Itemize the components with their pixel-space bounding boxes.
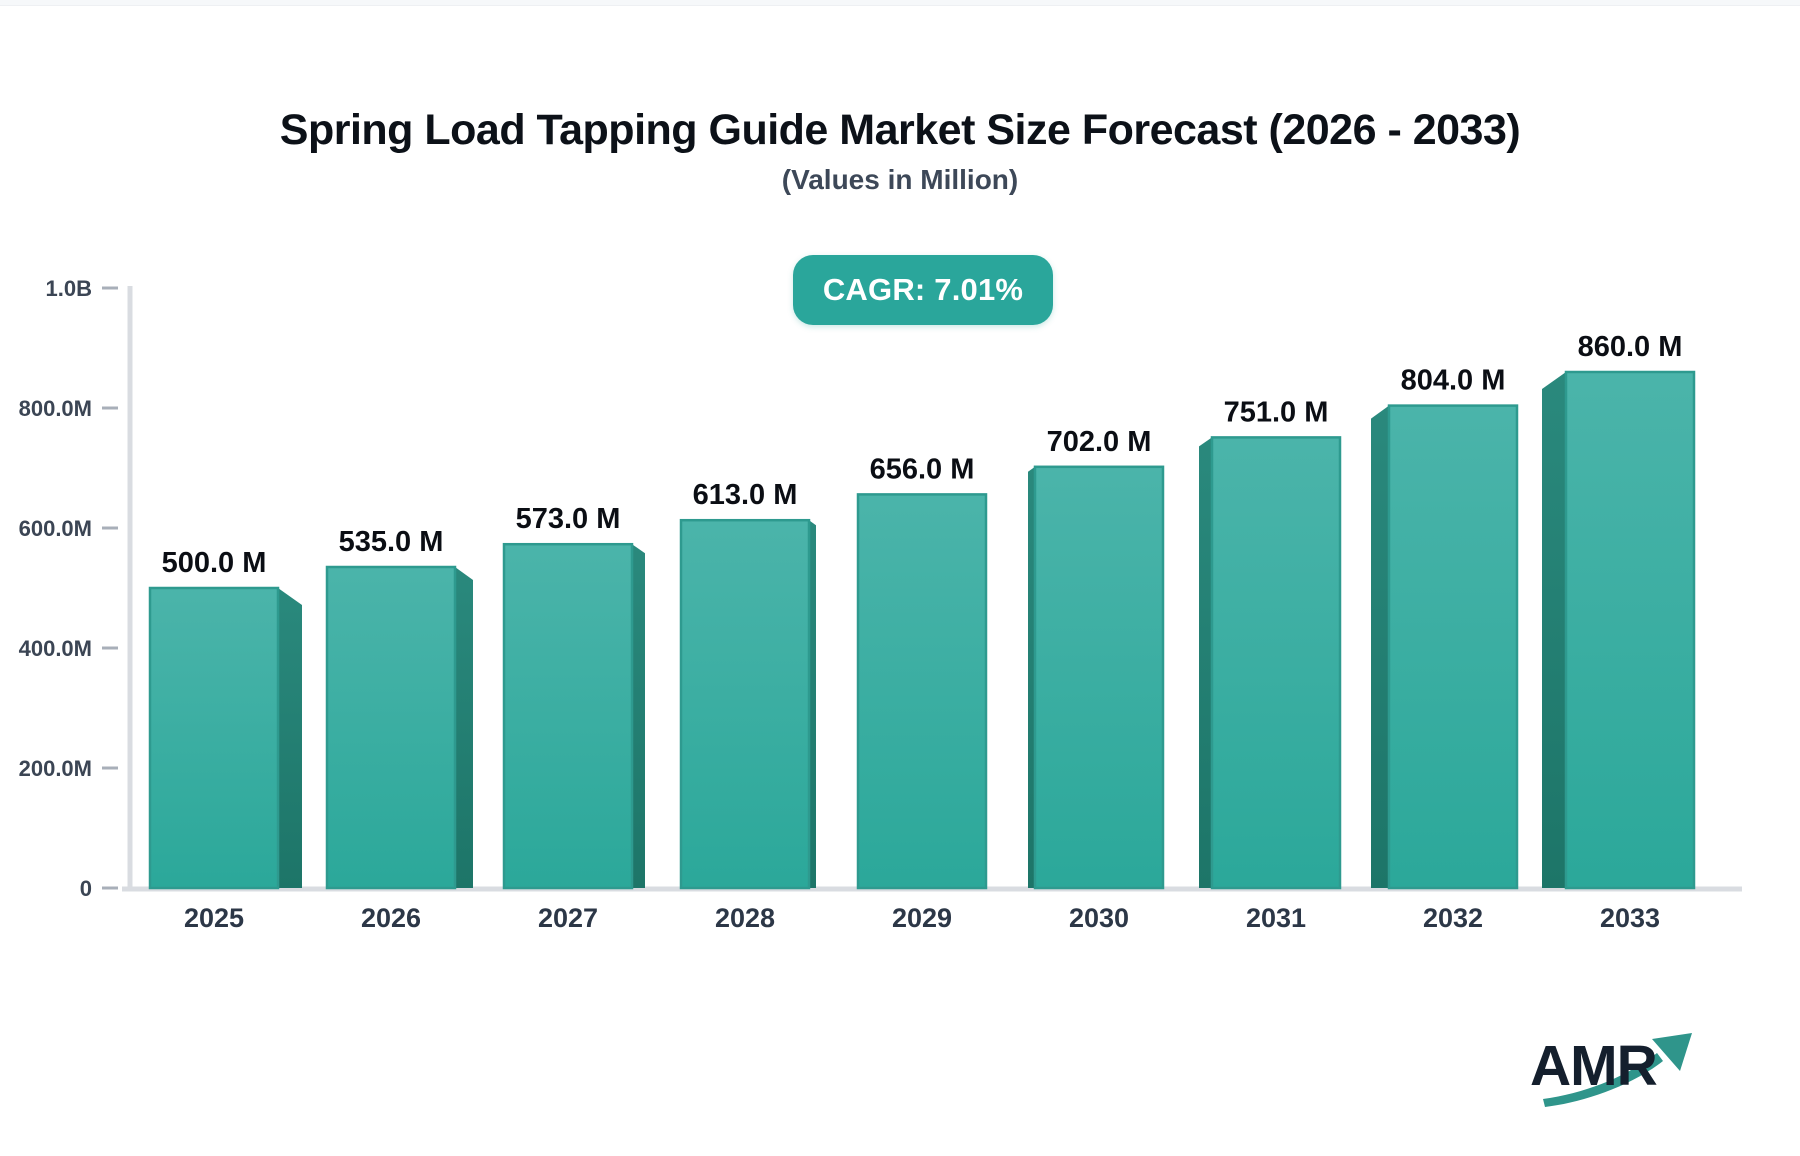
bar-value-label-2031: 751.0 M bbox=[1224, 396, 1329, 428]
y-axis-label: 600.0M bbox=[19, 516, 92, 541]
cagr-badge: CAGR: 7.01% bbox=[793, 255, 1053, 325]
y-axis-label: 0 bbox=[80, 876, 92, 901]
x-axis-label-2031: 2031 bbox=[1246, 903, 1306, 933]
x-axis-label-2025: 2025 bbox=[184, 903, 244, 933]
top-border-strip bbox=[0, 0, 1800, 6]
bar-side-face-2031 bbox=[1199, 437, 1212, 888]
x-axis-label-2027: 2027 bbox=[538, 903, 598, 933]
bar-value-label-2027: 573.0 M bbox=[516, 503, 621, 535]
bar-side-face-2025 bbox=[278, 588, 302, 888]
bar-2033 bbox=[1564, 370, 1696, 890]
x-axis-label-2033: 2033 bbox=[1600, 903, 1660, 933]
bar-2026 bbox=[325, 565, 457, 890]
bar-value-label-2025: 500.0 M bbox=[162, 547, 267, 579]
y-axis-label: 200.0M bbox=[19, 756, 92, 781]
bar-side-face-2032 bbox=[1371, 405, 1389, 888]
bar-side-face-2030 bbox=[1028, 466, 1035, 888]
bar-side-face-2028 bbox=[809, 520, 816, 888]
bar-value-label-2028: 613.0 M bbox=[693, 479, 798, 511]
y-axis-label: 800.0M bbox=[19, 396, 92, 421]
bar-2027 bbox=[502, 542, 634, 890]
bar-side-face-2026 bbox=[455, 567, 473, 888]
y-axis-label: 1.0B bbox=[46, 276, 92, 301]
bar-value-label-2029: 656.0 M bbox=[870, 453, 975, 485]
x-axis-label-2026: 2026 bbox=[361, 903, 421, 933]
bar-2025 bbox=[148, 586, 280, 890]
amr-logo-text: AMR bbox=[1530, 1034, 1658, 1098]
bar-side-face-2033 bbox=[1542, 372, 1566, 888]
plot-area: 1.0B 800.0M 600.0M 400.0M 200.0M 0 500.0 M 2025… bbox=[19, 276, 1742, 933]
bar-2032 bbox=[1387, 404, 1519, 890]
bar-value-label-2033: 860.0 M bbox=[1578, 331, 1683, 363]
bar-2030 bbox=[1033, 465, 1165, 890]
chart-subtitle: (Values in Million) bbox=[781, 164, 1019, 195]
x-axis-label-2032: 2032 bbox=[1423, 903, 1483, 933]
bar-2028 bbox=[679, 518, 811, 890]
x-axis-label-2030: 2030 bbox=[1069, 903, 1129, 933]
trend-arrow-icon bbox=[1543, 1033, 1692, 1107]
bar-2029 bbox=[856, 493, 988, 890]
chart-title: Spring Load Tapping Guide Market Size Fo… bbox=[279, 106, 1521, 154]
amr-logo: AMR bbox=[1500, 1025, 1730, 1135]
bar-value-label-2026: 535.0 M bbox=[339, 526, 444, 558]
bar-value-label-2032: 804.0 M bbox=[1401, 365, 1506, 397]
bar-value-label-2030: 702.0 M bbox=[1047, 426, 1152, 458]
cagr-badge-label: CAGR: 7.01% bbox=[822, 272, 1024, 307]
x-axis-label-2028: 2028 bbox=[715, 903, 775, 933]
x-axis-label-2029: 2029 bbox=[892, 903, 952, 933]
bar-2031 bbox=[1210, 436, 1342, 890]
y-axis-label: 400.0M bbox=[19, 636, 92, 661]
bar-side-face-2027 bbox=[632, 544, 645, 888]
